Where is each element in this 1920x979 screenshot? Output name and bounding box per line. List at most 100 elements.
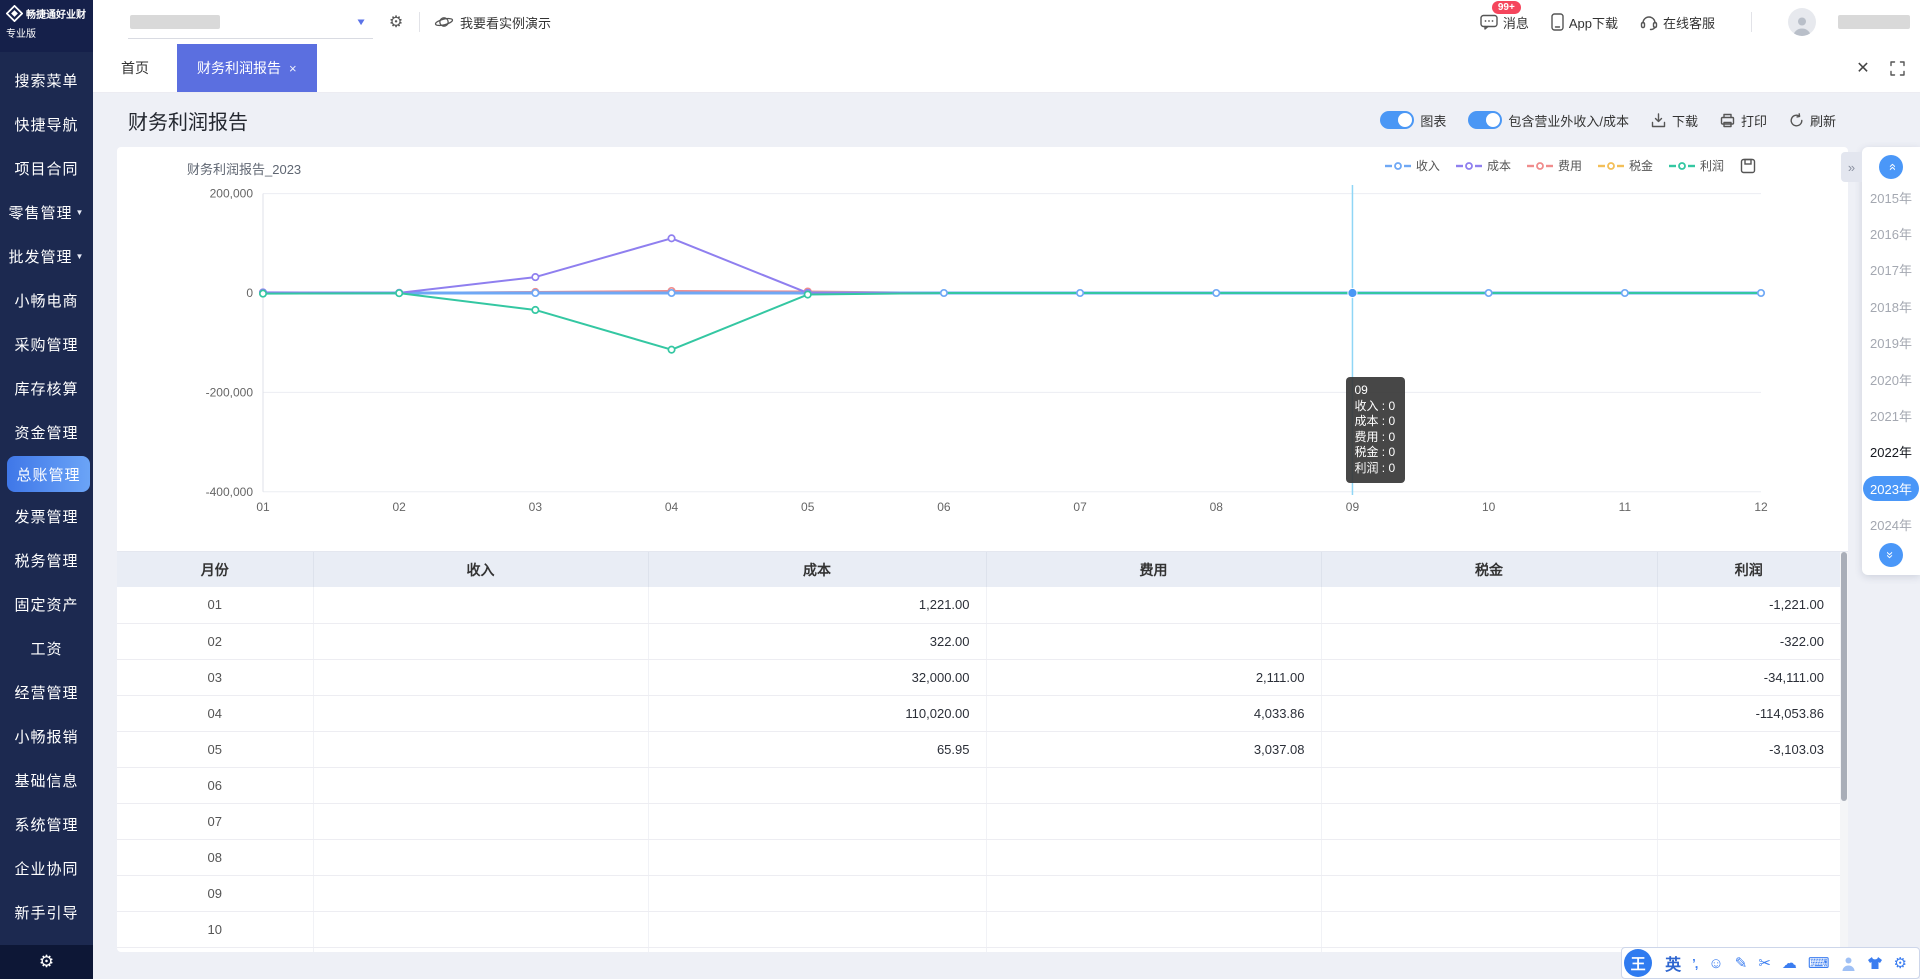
ime-logo-button[interactable]: 王: [1624, 949, 1653, 977]
table-cell: [1657, 803, 1840, 840]
table-header-cell: 利润: [1657, 552, 1840, 587]
org-selector[interactable]: ▼: [128, 5, 373, 39]
refresh-button[interactable]: 刷新: [1789, 111, 1836, 130]
svg-text:02: 02: [393, 500, 407, 514]
svg-text:05: 05: [801, 500, 815, 514]
year-item[interactable]: 2015年: [1870, 190, 1912, 206]
table-row: 03 32,000.00 2,111.00 -34,111.00: [117, 659, 1840, 696]
content-area: 财务利润报告 图表 包含营业外收入/成本: [93, 93, 1920, 979]
sidebar-item-label: 项目合同: [14, 160, 79, 178]
sidebar-item[interactable]: 快捷导航: [0, 102, 93, 146]
chart-zone[interactable]: 200,000 0 -200,000 -400,000 01 02 03 04 05 06 07 08…: [117, 147, 1848, 551]
year-item[interactable]: 2022年: [1870, 445, 1912, 461]
sidebar-item[interactable]: 库存核算: [0, 366, 93, 410]
ime-punctuation-button[interactable]: ’,: [1692, 955, 1698, 971]
gear-icon[interactable]: ⚙: [1893, 955, 1907, 972]
year-item[interactable]: 2021年: [1870, 409, 1912, 425]
sidebar-item[interactable]: 经营管理: [0, 670, 93, 714]
pencil-icon[interactable]: ✎: [1734, 955, 1748, 972]
tab-close-icon[interactable]: ×: [289, 60, 297, 76]
sidebar-item[interactable]: 批发管理 ▼: [0, 234, 93, 278]
save-image-icon[interactable]: [1740, 158, 1756, 174]
table-cell: 11: [117, 947, 314, 952]
cloud-icon[interactable]: ☁: [1781, 955, 1797, 972]
year-item[interactable]: 2023年: [1862, 471, 1920, 505]
chart-toggle[interactable]: 图表: [1380, 111, 1446, 130]
table-row: 05 65.95 3,037.08 -3,103.03: [117, 731, 1840, 768]
year-scroll-up-button[interactable]: »: [1879, 155, 1903, 179]
table-cell: [648, 767, 987, 804]
year-item[interactable]: 2024年: [1870, 518, 1912, 534]
legend-item[interactable]: 利润: [1668, 157, 1724, 174]
skin-icon[interactable]: [1867, 956, 1883, 970]
demo-link[interactable]: 我要看实例演示: [434, 13, 551, 32]
sidebar: 畅捷通好业财 专业版 搜索菜单 快捷导航 项目合同 零售管理 ▼ 批发管理 ▼ 小畅电商 采购管…: [0, 0, 93, 979]
sidebar-item[interactable]: 发票管理: [0, 494, 93, 538]
sidebar-item[interactable]: 工资: [0, 626, 93, 670]
tab-home[interactable]: 首页: [93, 44, 177, 92]
sidebar-item[interactable]: 零售管理 ▼: [0, 190, 93, 234]
sidebar-item[interactable]: 资金管理: [0, 410, 93, 454]
sidebar-item[interactable]: 基础信息: [0, 758, 93, 802]
sidebar-item[interactable]: 企业协同: [0, 846, 93, 890]
legend-item[interactable]: 收入: [1384, 157, 1440, 174]
close-all-button[interactable]: ✕: [1854, 59, 1872, 77]
year-item[interactable]: 2017年: [1870, 263, 1912, 279]
table-row: 10: [117, 911, 1840, 948]
settings-gear-button[interactable]: ⚙: [387, 13, 405, 31]
ime-toolbar: 王 英 ’, ☺ ✎ ✂ ☁ ⌨ ⚙: [1621, 947, 1920, 979]
download-button[interactable]: 下载: [1651, 111, 1698, 130]
table-cell: 08: [117, 839, 314, 876]
sidebar-item[interactable]: 固定资产: [0, 582, 93, 626]
chart-toggle-label: 图表: [1420, 113, 1447, 129]
sidebar-item[interactable]: 小畅电商: [0, 278, 93, 322]
sidebar-item[interactable]: 税务管理: [0, 538, 93, 582]
include-toggle-label: 包含营业外收入/成本: [1508, 113, 1629, 129]
app-download-button[interactable]: App下载: [1551, 13, 1618, 32]
messages-button[interactable]: 99+ 消息: [1480, 0, 1529, 32]
legend-item[interactable]: 税金: [1597, 157, 1653, 174]
sidebar-item[interactable]: 系统管理: [0, 802, 93, 846]
sidebar-item[interactable]: 搜索菜单: [0, 58, 93, 102]
scrollbar-thumb[interactable]: [1841, 552, 1847, 801]
include-nonoperating-toggle[interactable]: 包含营业外收入/成本: [1468, 111, 1629, 130]
fullscreen-button[interactable]: [1888, 59, 1906, 77]
print-button[interactable]: 打印: [1720, 111, 1767, 130]
year-item[interactable]: 2019年: [1870, 336, 1912, 352]
avatar[interactable]: [1788, 8, 1816, 36]
sidebar-item[interactable]: 小畅报销: [0, 714, 93, 758]
emoji-icon[interactable]: ☺: [1708, 954, 1724, 972]
ime-language-button[interactable]: 英: [1665, 957, 1682, 974]
legend-item[interactable]: 成本: [1455, 157, 1511, 174]
online-service-button[interactable]: 在线客服: [1640, 13, 1715, 32]
sidebar-item[interactable]: 新手引导: [0, 890, 93, 934]
year-panel-collapse-handle[interactable]: »: [1841, 152, 1862, 182]
toggle-on-icon[interactable]: [1380, 111, 1415, 129]
keyboard-icon[interactable]: ⌨: [1807, 955, 1830, 972]
svg-text:04: 04: [665, 500, 679, 514]
legend-item[interactable]: 费用: [1526, 157, 1582, 174]
year-item[interactable]: 2018年: [1870, 299, 1912, 315]
table-cell: [1321, 659, 1658, 696]
sidebar-settings-button[interactable]: ⚙: [0, 945, 93, 979]
sidebar-item[interactable]: 采购管理: [0, 322, 93, 366]
scissors-icon[interactable]: ✂: [1758, 955, 1771, 972]
year-item[interactable]: 2020年: [1870, 372, 1912, 388]
refresh-label: 刷新: [1809, 113, 1836, 129]
toggle-on-icon[interactable]: [1468, 111, 1503, 129]
sidebar-item-label: 批发管理: [8, 248, 73, 266]
tab-profit-report[interactable]: 财务利润报告 ×: [177, 44, 317, 92]
legend-label: 收入: [1415, 159, 1440, 173]
person-icon[interactable]: [1841, 956, 1856, 971]
sidebar-item[interactable]: 项目合同: [0, 146, 93, 190]
table-header-cell: 税金: [1321, 552, 1658, 587]
year-scroll-down-button[interactable]: »: [1879, 543, 1903, 567]
demo-link-label: 我要看实例演示: [460, 15, 552, 31]
sidebar-item[interactable]: 总账管理: [7, 456, 90, 492]
sidebar-item-label: 小畅电商: [14, 292, 79, 310]
phone-icon: [1551, 13, 1564, 31]
table-header-cell: 月份: [117, 552, 314, 587]
table-scrollbar[interactable]: [1840, 552, 1848, 952]
year-item[interactable]: 2016年: [1870, 227, 1912, 243]
